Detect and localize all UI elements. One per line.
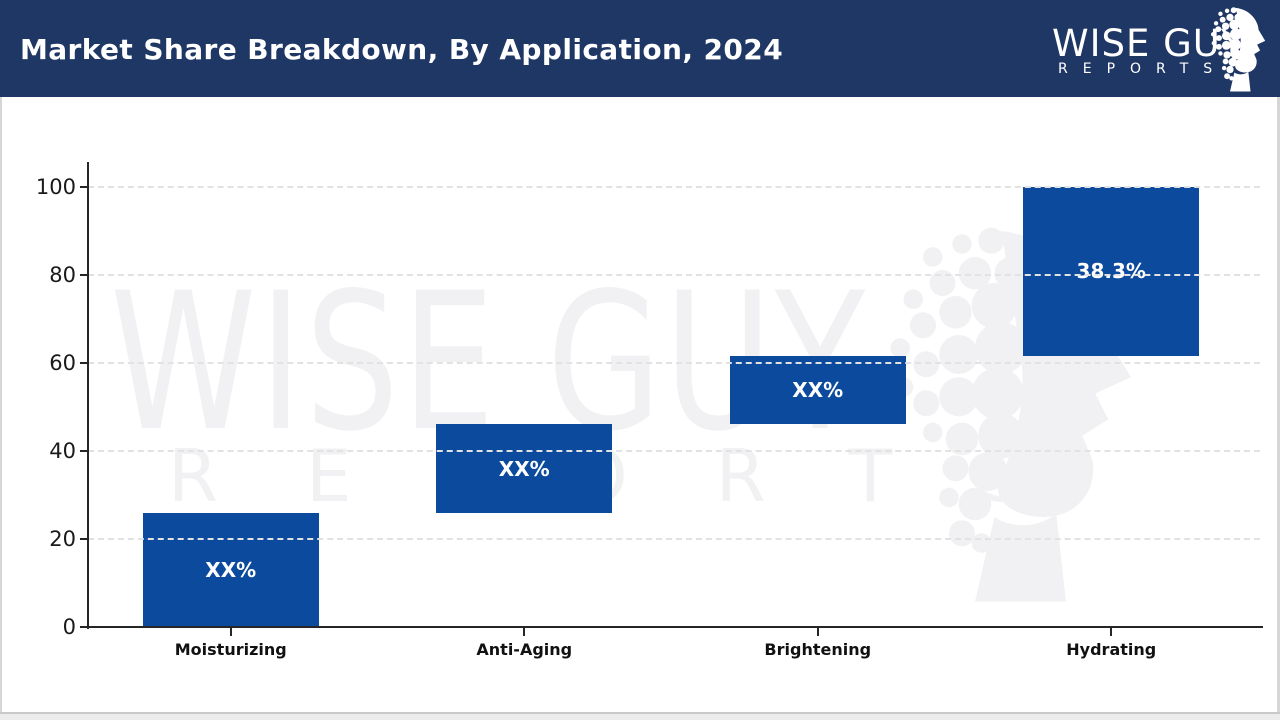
y-axis-line bbox=[87, 162, 89, 629]
bar-brightening: XX% bbox=[729, 355, 906, 424]
bar-anti-aging: XX% bbox=[436, 423, 613, 514]
bar-value-label: XX% bbox=[498, 456, 550, 481]
bar-hydrating: 38.3% bbox=[1023, 187, 1200, 356]
x-tick-hydrating bbox=[1110, 628, 1113, 636]
y-tick-label-40: 40 bbox=[49, 439, 76, 463]
y-tick-60 bbox=[80, 362, 88, 364]
bar-moisturizing: XX% bbox=[142, 513, 319, 627]
chart-title: Market Share Breakdown, By Application, … bbox=[20, 33, 784, 66]
y-tick-0 bbox=[80, 626, 88, 628]
frame-border-right bbox=[1277, 97, 1280, 720]
bar-value-label: XX% bbox=[792, 377, 844, 402]
category-label-hydrating: Hydrating bbox=[1066, 640, 1157, 659]
logo-text-reports: REPORTS bbox=[1058, 61, 1228, 77]
y-tick-20 bbox=[80, 538, 88, 540]
x-tick-anti-aging bbox=[523, 628, 526, 636]
category-label-brightening: Brightening bbox=[764, 640, 872, 659]
logo-text-wiseguy: WISE GUY bbox=[1052, 22, 1245, 65]
gridline-60 bbox=[88, 362, 1260, 364]
frame-border-bottom bbox=[0, 712, 1280, 720]
y-tick-40 bbox=[80, 450, 88, 452]
bar-value-label: 38.3% bbox=[1076, 259, 1146, 284]
header-bar: Market Share Breakdown, By Application, … bbox=[0, 0, 1280, 97]
gridline-20 bbox=[88, 538, 1260, 540]
y-tick-80 bbox=[80, 274, 88, 276]
y-tick-label-60: 60 bbox=[49, 351, 76, 375]
x-tick-moisturizing bbox=[229, 628, 232, 636]
gridline-80 bbox=[88, 274, 1260, 276]
y-tick-label-0: 0 bbox=[62, 615, 76, 639]
x-axis-line bbox=[87, 626, 1263, 628]
category-label-anti-aging: Anti-Aging bbox=[476, 640, 573, 659]
y-tick-100 bbox=[80, 186, 88, 188]
y-tick-label-80: 80 bbox=[49, 263, 76, 287]
frame-border-left bbox=[0, 97, 2, 720]
gridline-40 bbox=[88, 450, 1260, 452]
y-tick-label-20: 20 bbox=[49, 527, 76, 551]
x-tick-brightening bbox=[816, 628, 819, 636]
dotted-face-profile-icon bbox=[1210, 7, 1266, 92]
gridline-100 bbox=[88, 186, 1260, 188]
category-label-moisturizing: Moisturizing bbox=[174, 640, 287, 659]
wise-guy-logo: WISE GUY REPORTS bbox=[1022, 0, 1272, 97]
y-tick-label-100: 100 bbox=[35, 175, 76, 199]
bar-value-label: XX% bbox=[205, 558, 257, 583]
